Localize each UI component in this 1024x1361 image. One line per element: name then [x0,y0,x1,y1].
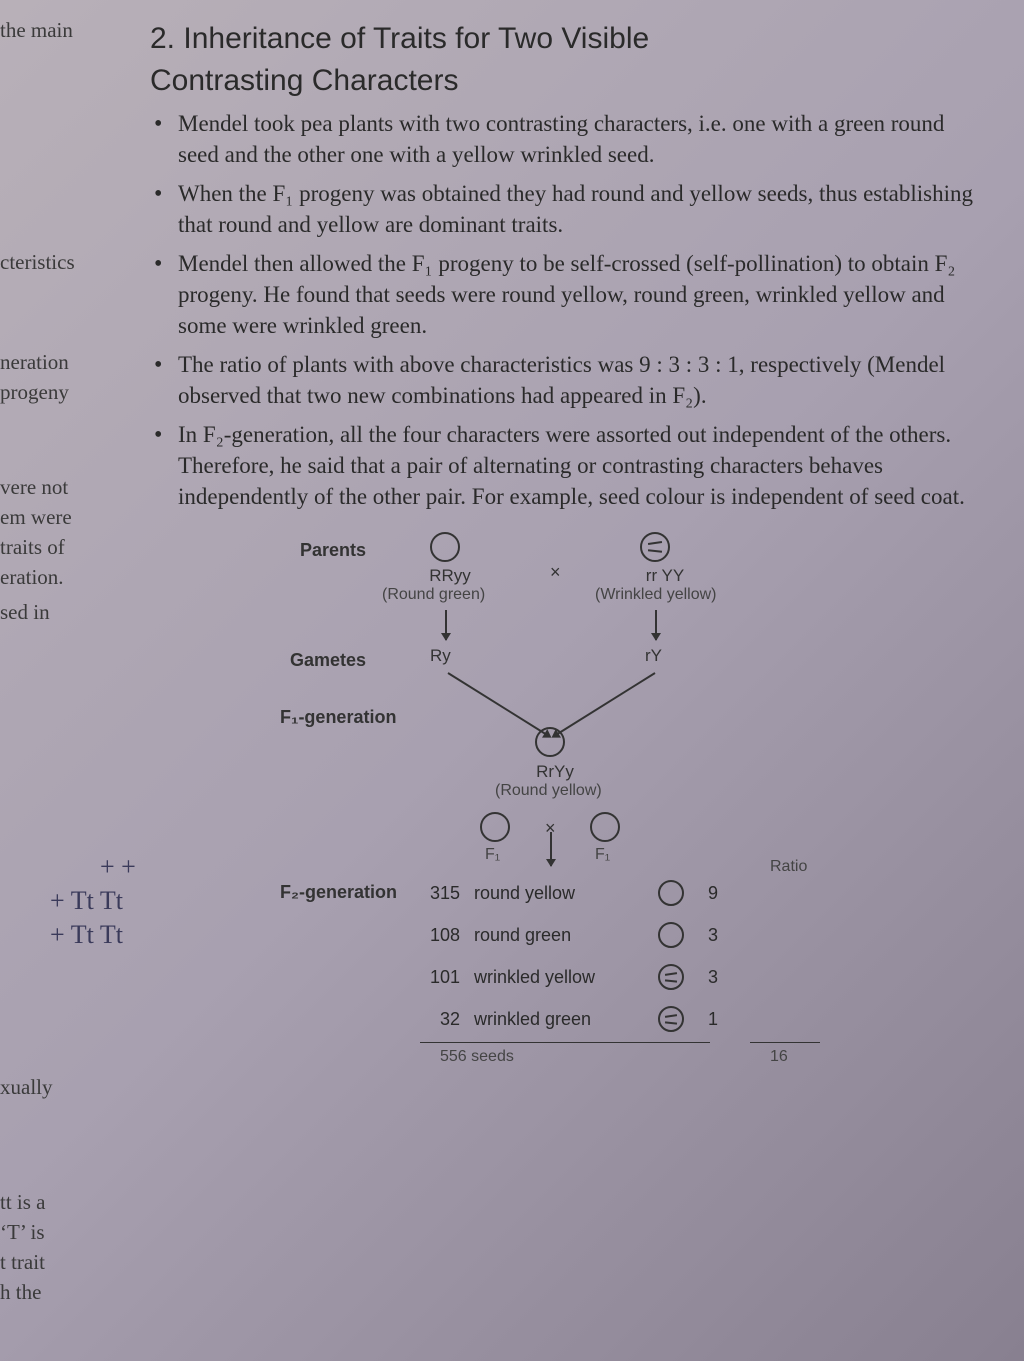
f2-row: 108 round green 3 [420,922,840,948]
f1-phenotype: (Round yellow) [495,782,602,800]
margin-frag: xually [0,1075,53,1100]
seed-icon [480,812,510,842]
bullet-item: Mendel then allowed the F₁ progeny to be… [150,248,980,341]
f2-desc: wrinkled green [474,1009,644,1030]
bullet-list: Mendel took pea plants with two contrast… [150,108,980,513]
cross-symbol: × [550,562,561,583]
heading-text-1: Inheritance of Traits for Two Visible [183,22,649,55]
arrow-down-icon [550,832,552,866]
margin-frag: neration [0,350,69,375]
seed-icon [658,922,684,948]
margin-frag: progeny [0,380,69,405]
totals-divider [750,1042,820,1043]
seed-wrinkled-icon [658,1006,684,1032]
gamete-1: Ry [430,646,451,666]
f2-ratio: 3 [698,925,728,946]
main-content: 2. Inheritance of Traits for Two Visible… [150,20,980,1092]
margin-frag: h the [0,1280,41,1305]
handwriting: + + + Tt Tt + Tt Tt [50,850,136,951]
arrow-diag-icon [447,672,550,737]
f2-count: 315 [420,883,460,904]
f2-ratio: 9 [698,883,728,904]
f2-row: 32 wrinkled green 1 [420,1006,840,1032]
bullet-item: In F₂-generation, all the four character… [150,419,980,512]
f1-label-b: F₁ [595,846,610,864]
heading-text-2: Contrasting Characters [150,64,980,98]
f2-ratio: 3 [698,967,728,988]
margin-frag: sed in [0,600,50,625]
margin-frag: tt is a [0,1190,46,1215]
bullet-item: The ratio of plants with above character… [150,349,980,411]
seed-icon [430,532,460,562]
parent2-phenotype: (Wrinkled yellow) [595,586,717,604]
seed-icon [535,727,565,757]
margin-frag: t trait [0,1250,45,1275]
f2-count: 101 [420,967,460,988]
parent1-phenotype: (Round green) [382,586,485,604]
label-parents: Parents [300,540,366,561]
f1-genotype: RrYy [520,762,590,782]
arrow-down-icon [445,610,447,640]
totals-divider [420,1042,710,1043]
total-seeds: 556 seeds [440,1048,514,1066]
label-f1-generation: F₁-generation [280,707,396,728]
margin-frag: eration. [0,565,64,590]
total-ratio: 16 [770,1048,788,1066]
f2-desc: round yellow [474,883,644,904]
seed-wrinkled-icon [640,532,670,562]
f1-label-a: F₁ [485,846,500,864]
hand-line: + Tt Tt [50,884,136,918]
section-heading: 2. Inheritance of Traits for Two Visible [150,20,980,58]
hand-line: + + [100,850,136,884]
inheritance-diagram: Parents × RRyy (Round green) rr YY (Wrin… [150,532,980,1092]
margin-frag: em were [0,505,72,530]
f2-count: 32 [420,1009,460,1030]
seed-icon [590,812,620,842]
parent2-genotype: rr YY [625,566,705,586]
gamete-2: rY [645,646,662,666]
page: the main cteristics neration progeny ver… [0,0,1024,1361]
arrow-down-icon [655,610,657,640]
parent1-genotype: RRyy [410,566,490,586]
label-gametes: Gametes [290,650,366,671]
f2-row: 315 round yellow 9 [420,880,840,906]
f2-ratio: 1 [698,1009,728,1030]
f2-desc: wrinkled yellow [474,967,644,988]
f2-row: 101 wrinkled yellow 3 [420,964,840,990]
heading-number: 2. [150,22,175,55]
margin-frag: the main [0,18,73,43]
bullet-item: Mendel took pea plants with two contrast… [150,108,980,170]
label-f2-generation: F₂-generation [280,882,397,903]
seed-icon [658,880,684,906]
seed-wrinkled-icon [658,964,684,990]
margin-frag: traits of [0,535,65,560]
margin-frag: vere not [0,475,68,500]
label-ratio: Ratio [770,858,807,876]
margin-frag: cteristics [0,250,75,275]
bullet-item: When the F₁ progeny was obtained they ha… [150,178,980,240]
f2-count: 108 [420,925,460,946]
margin-frag: ‘T’ is [0,1220,45,1245]
f2-desc: round green [474,925,644,946]
arrow-diag-icon [553,672,656,737]
hand-line: + Tt Tt [50,918,136,952]
